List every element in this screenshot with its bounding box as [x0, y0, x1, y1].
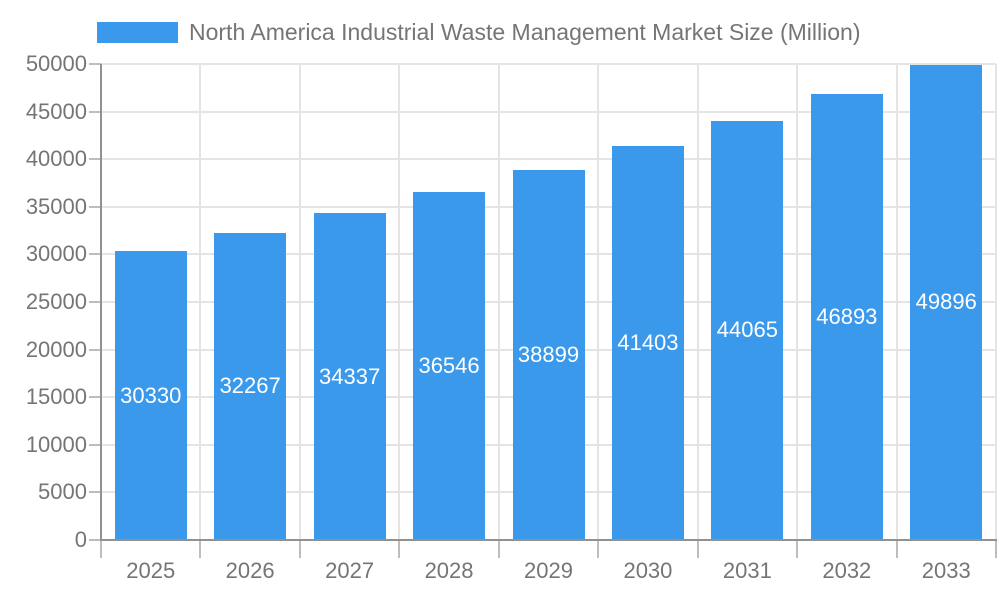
y-axis-label: 5000	[38, 479, 87, 505]
bar-value-label: 38899	[517, 341, 580, 367]
x-axis-tick	[995, 540, 997, 558]
y-axis-tick	[89, 396, 101, 399]
y-axis-tick	[89, 539, 101, 541]
bar-2025[interactable]	[114, 251, 187, 540]
gridline-vertical	[398, 64, 401, 540]
x-axis-tick	[199, 540, 202, 558]
x-axis-tick	[298, 540, 301, 558]
y-axis-label: 25000	[25, 289, 87, 314]
x-axis-tick	[895, 540, 898, 558]
x-axis-tick	[100, 540, 102, 558]
gridline-vertical	[597, 64, 600, 540]
legend-swatch	[97, 22, 178, 43]
x-axis-tick	[497, 540, 500, 558]
y-axis-label: 45000	[25, 98, 87, 124]
bar-2029[interactable]	[512, 169, 585, 540]
y-axis-tick	[89, 205, 101, 208]
x-axis-label: 2033	[921, 558, 971, 583]
x-axis-label: 2027	[325, 558, 375, 583]
x-axis-tick	[597, 540, 600, 558]
bar-value-label: 30330	[120, 382, 182, 408]
bar-2031[interactable]	[711, 120, 784, 540]
y-axis-tick	[89, 110, 101, 113]
x-axis-label: 2031	[722, 558, 772, 583]
y-axis-tick	[89, 253, 101, 256]
bar-value-label: 32267	[219, 373, 281, 399]
legend-item[interactable]: North America Industrial Waste Managemen…	[97, 20, 861, 45]
bar-value-label: 41403	[617, 329, 679, 355]
y-axis-tick	[89, 63, 101, 65]
x-axis-tick	[398, 540, 401, 558]
gridline-vertical	[995, 64, 997, 540]
gridline-vertical	[696, 64, 699, 540]
bar-value-label: 34337	[319, 363, 381, 389]
bar-value-label: 44065	[716, 317, 778, 343]
y-axis-label: 50000	[25, 51, 87, 76]
gridline-vertical	[298, 64, 301, 540]
x-axis-line	[100, 539, 997, 541]
bar-2026[interactable]	[214, 232, 287, 540]
bar-value-label: 46893	[816, 303, 878, 329]
y-axis-label: 30000	[25, 241, 87, 267]
gridline-horizontal	[101, 63, 996, 65]
legend-label: North America Industrial Waste Managemen…	[189, 19, 861, 45]
y-axis-tick	[89, 443, 101, 446]
bar-2032[interactable]	[810, 93, 883, 540]
y-axis-tick	[89, 158, 101, 161]
x-axis-label: 2026	[225, 558, 275, 583]
bar-2028[interactable]	[413, 192, 486, 540]
x-axis-label: 2028	[424, 558, 474, 583]
y-axis-label: 15000	[25, 384, 87, 410]
y-axis-label: 40000	[25, 146, 87, 172]
gridline-vertical	[895, 64, 898, 540]
y-axis-label: 35000	[25, 193, 87, 219]
y-axis-line	[100, 64, 102, 541]
bar-2033[interactable]	[910, 64, 983, 540]
y-axis-tick	[89, 491, 101, 494]
gridline-horizontal	[101, 158, 996, 161]
x-axis-tick	[796, 540, 799, 558]
x-axis-label: 2030	[623, 558, 673, 583]
x-axis-label: 2029	[524, 558, 573, 583]
bar-2030[interactable]	[611, 145, 684, 540]
gridline-vertical	[497, 64, 500, 540]
y-axis-label: 20000	[25, 336, 87, 362]
bar-2027[interactable]	[313, 213, 386, 540]
y-axis-tick	[89, 301, 101, 303]
x-axis-tick	[696, 540, 699, 558]
y-axis-tick	[89, 348, 101, 351]
gridline-vertical	[796, 64, 799, 540]
gridline-horizontal	[101, 110, 996, 113]
bar-value-label: 36546	[418, 353, 480, 379]
y-axis-label: 0	[74, 527, 87, 552]
x-axis-label: 2032	[822, 558, 872, 583]
y-axis-label: 10000	[25, 431, 87, 457]
bar-value-label: 49896	[915, 289, 977, 315]
x-axis-label: 2025	[126, 558, 176, 583]
gridline-vertical	[199, 64, 202, 540]
